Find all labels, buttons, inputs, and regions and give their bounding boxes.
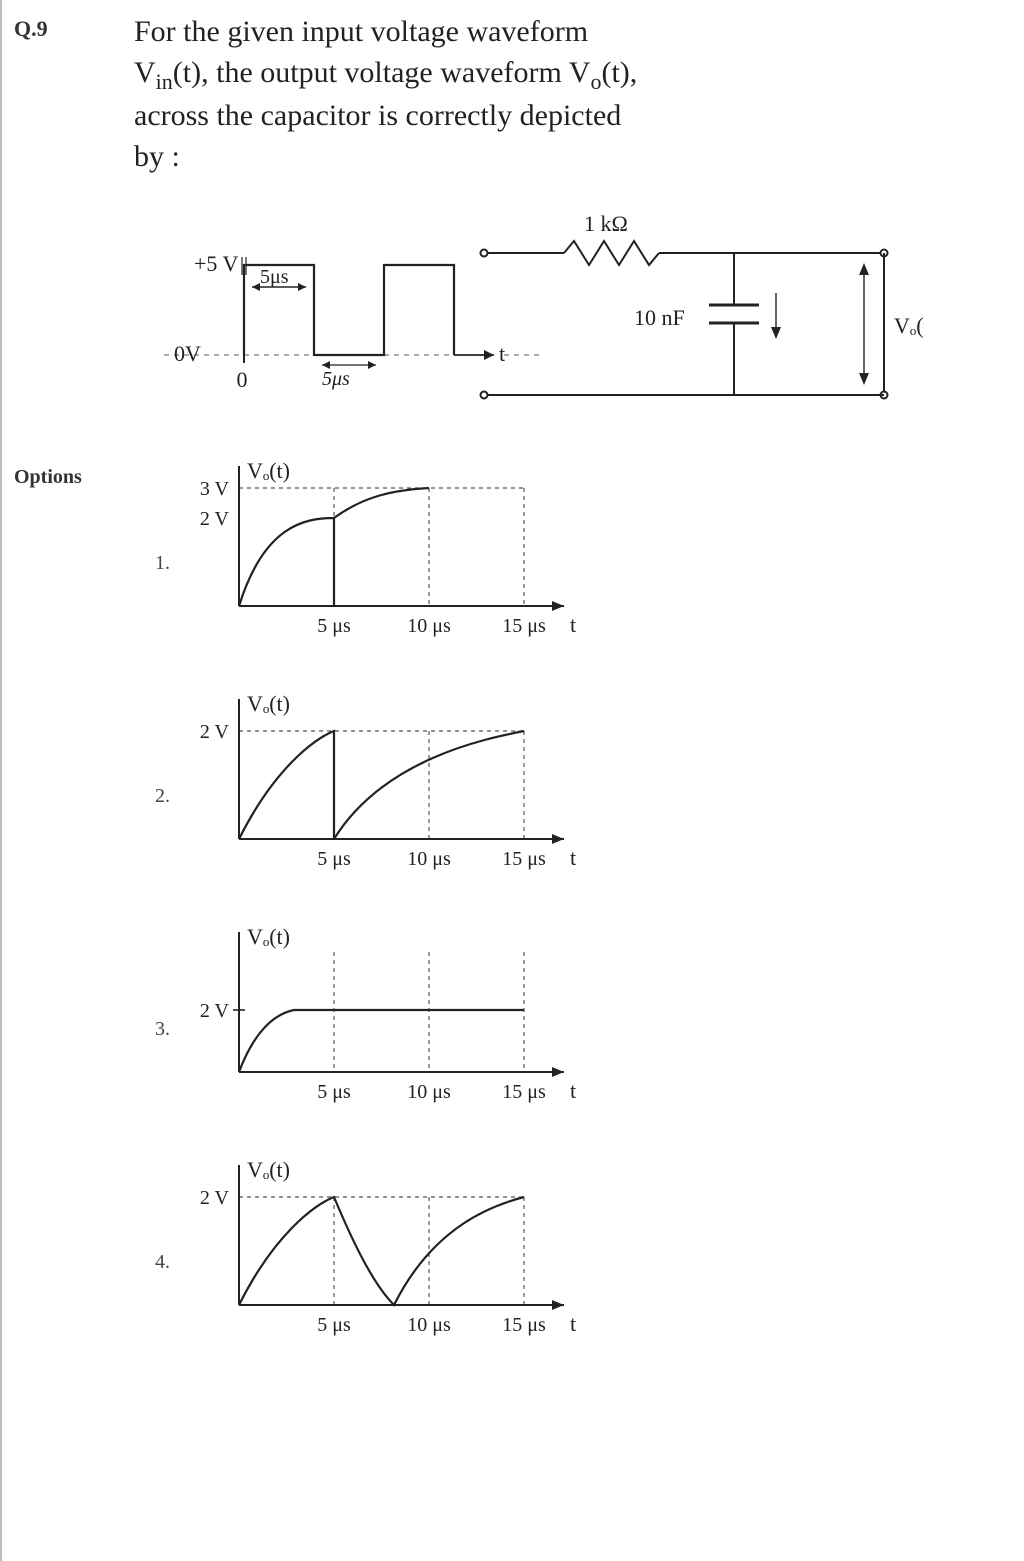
x-tick-label: 10 μs: [407, 1081, 451, 1103]
qtext-line2-suffix: (t),: [601, 56, 637, 89]
x-arrowhead: [552, 1300, 564, 1310]
x-label: t: [570, 1311, 576, 1336]
option-svg: Vₒ(t) 2 V 5 μs 10 μs 15 μs t: [184, 922, 584, 1132]
x-tick-label: 10 μs: [407, 1314, 451, 1336]
option-svg: Vₒ(t) 2 V 5 μs 10 μs 15 μs t: [184, 1155, 584, 1365]
node-1: [481, 250, 488, 257]
option-index: 3.: [134, 1018, 170, 1041]
resistor: [564, 241, 659, 265]
gap-width-label: 5μs: [322, 368, 350, 390]
arrowhead-right-1: [298, 283, 306, 291]
qtext-line3: across the capacitor is correctly depict…: [134, 99, 621, 132]
x-tick-label: 10 μs: [407, 848, 451, 870]
option-row-3[interactable]: 3. Vₒ(t) 2 V 5 μs 10 μs 15 μs t: [134, 922, 584, 1137]
x-arrowhead: [552, 601, 564, 611]
node-bl: [481, 392, 488, 399]
x-tick-label: 10 μs: [407, 615, 451, 637]
x-tick-label: 5 μs: [317, 1081, 351, 1103]
x-arrowhead: [552, 834, 564, 844]
option-row-1[interactable]: 1. Vₒ(t) 3 V 2 V 5 μs 10 μs 15 μs t: [134, 456, 584, 671]
vo-curve: [239, 731, 524, 839]
option-graph: Vₒ(t) 2 V 5 μs 10 μs 15 μs t: [184, 1155, 584, 1370]
y-label: Vₒ(t): [247, 1157, 290, 1182]
zerov-label: 0V: [174, 341, 201, 366]
pulse-width-label: 5μs: [260, 266, 289, 288]
question-row: Q.9 For the given input voltage waveform…: [14, 12, 1000, 177]
qtext-sub2: o: [590, 69, 601, 94]
circuit-diagram: 0 +5 V 0V 5μs 5μs t: [164, 205, 1000, 440]
qtext-line2-prefix: V: [134, 56, 156, 89]
options-block: Options 1. Vₒ(t) 3 V 2 V 5 μs 10 μs 15 μs t 2. Vₒ…: [14, 456, 1000, 1388]
x-tick-label: 5 μs: [317, 615, 351, 637]
y-label: Vₒ(t): [247, 458, 290, 483]
page: Q.9 For the given input voltage waveform…: [0, 0, 1024, 1561]
x-tick-label: 15 μs: [502, 1081, 546, 1103]
options-label: Options: [14, 456, 134, 489]
options-list: 1. Vₒ(t) 3 V 2 V 5 μs 10 μs 15 μs t 2. Vₒ(t) 2 V 5 …: [134, 456, 584, 1388]
x-label: t: [570, 845, 576, 870]
x-tick-label: 15 μs: [502, 848, 546, 870]
vo-arrow-up: [859, 263, 869, 275]
zero-tick-label: 0: [237, 367, 248, 392]
question-number: Q.9: [14, 12, 134, 42]
y-tick-label: 3 V: [200, 478, 230, 500]
y-tick-label: 2 V: [200, 721, 230, 743]
x-label: t: [570, 612, 576, 637]
option-index: 2.: [134, 785, 170, 808]
qtext-line2-mid: (t), the output voltage waveform V: [173, 56, 591, 89]
x-label: t: [570, 1078, 576, 1103]
y-tick-label: 2 V: [200, 508, 230, 530]
option-graph: Vₒ(t) 2 V 5 μs 10 μs 15 μs t: [184, 689, 584, 904]
circuit-svg: 0 +5 V 0V 5μs 5μs t: [164, 205, 924, 435]
arrowhead-right-2: [368, 361, 376, 369]
x-tick-label: 15 μs: [502, 1314, 546, 1336]
x-tick-label: 15 μs: [502, 615, 546, 637]
vo-curve: [239, 1197, 524, 1305]
t-label: t: [499, 341, 505, 366]
y-label: Vₒ(t): [247, 691, 290, 716]
qtext-sub1: in: [156, 69, 173, 94]
t-arrowhead: [484, 350, 494, 360]
vo-arrow-down: [859, 373, 869, 385]
x-arrowhead: [552, 1067, 564, 1077]
y-tick-label: 2 V: [200, 1000, 230, 1022]
option-svg: Vₒ(t) 3 V 2 V 5 μs 10 μs 15 μs t: [184, 456, 584, 666]
option-row-2[interactable]: 2. Vₒ(t) 2 V 5 μs 10 μs 15 μs t: [134, 689, 584, 904]
x-tick-label: 5 μs: [317, 1314, 351, 1336]
plus5-label: +5 V: [194, 251, 239, 276]
qtext-line4: by :: [134, 140, 180, 173]
cap-label: 10 nF: [634, 305, 685, 330]
question-text: For the given input voltage waveform Vin…: [134, 12, 637, 177]
option-row-4[interactable]: 4. Vₒ(t) 2 V 5 μs 10 μs 15 μs t: [134, 1155, 584, 1370]
resistor-label: 1 kΩ: [584, 211, 628, 236]
option-index: 1.: [134, 552, 170, 575]
qtext-line1: For the given input voltage waveform: [134, 15, 588, 48]
x-tick-label: 5 μs: [317, 848, 351, 870]
arrowhead-left-1: [252, 283, 260, 291]
option-index: 4.: [134, 1251, 170, 1274]
vo-label: Vₒ(t): [894, 313, 924, 338]
vo-curve: [239, 1010, 524, 1072]
option-graph: Vₒ(t) 2 V 5 μs 10 μs 15 μs t: [184, 922, 584, 1137]
option-graph: Vₒ(t) 3 V 2 V 5 μs 10 μs 15 μs t: [184, 456, 584, 671]
y-label: Vₒ(t): [247, 924, 290, 949]
y-tick-label: 2 V: [200, 1187, 230, 1209]
cap-arrow-head: [771, 327, 781, 339]
option-svg: Vₒ(t) 2 V 5 μs 10 μs 15 μs t: [184, 689, 584, 899]
